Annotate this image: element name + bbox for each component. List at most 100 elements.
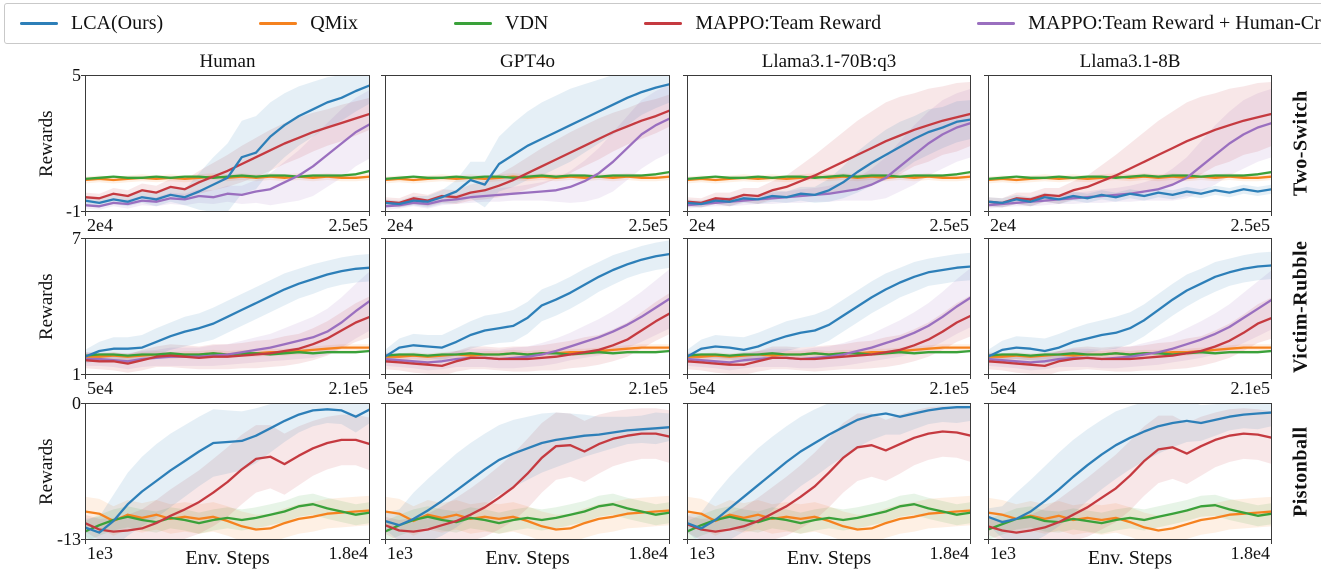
- band-mappo-team-reward-human-craft-ind: [385, 268, 670, 371]
- line-mappo-team-reward-human-craft-ind: [988, 298, 1272, 364]
- line-lca-ours: [85, 266, 370, 358]
- y-tick-max: 7: [72, 228, 81, 248]
- x-tick-right: 1.8e4: [328, 543, 369, 563]
- band-mappo-team-reward-human-craft-ind: [85, 89, 370, 210]
- legend-item-vdn: VDN: [454, 12, 548, 35]
- line-mappo-team-reward: [687, 314, 971, 366]
- band-mappo-team-reward: [988, 81, 1272, 208]
- line-vdn: [385, 349, 670, 357]
- plot-victim-rubble-human: [81, 238, 370, 379]
- x-tick-right: 2.5e5: [1230, 215, 1271, 235]
- plot-pistonball-gpt4o: [381, 403, 670, 544]
- line-vdn: [988, 349, 1272, 357]
- x-tick-right: 2.1e5: [628, 378, 669, 398]
- line-vdn: [385, 170, 670, 181]
- line-vdn: [687, 349, 971, 357]
- y-tick-max: 0: [72, 393, 81, 413]
- row-label-two-switch: Two-Switch: [1289, 90, 1312, 197]
- line-mappo-team-reward: [988, 432, 1272, 534]
- line-mappo-team-reward: [85, 315, 370, 365]
- legend-label: VDN: [505, 12, 549, 34]
- band-lca-ours: [85, 254, 370, 364]
- row-label-pistonball: Pistonball: [1289, 426, 1312, 517]
- line-lca-ours: [85, 408, 370, 534]
- band-mappo-team-reward: [85, 414, 370, 540]
- legend-line-swatch-mappo-team-reward-human-craft-ind: [977, 22, 1016, 25]
- line-mappo-team-reward: [988, 112, 1272, 205]
- column-title-gpt4o: GPT4o: [500, 51, 555, 72]
- line-lca-ours: [385, 252, 670, 358]
- line-lca-ours: [687, 118, 971, 206]
- line-vdn: [687, 170, 971, 181]
- x-tick-left: 1e3: [87, 543, 113, 563]
- legend-line-swatch-mappo-team-reward: [644, 22, 683, 25]
- x-tick-left: 2e4: [990, 215, 1016, 235]
- band-lca-ours: [988, 403, 1272, 540]
- x-tick-left: 2e4: [387, 215, 413, 235]
- line-qmix: [85, 509, 370, 531]
- x-axis-label: Env. Steps: [786, 547, 872, 569]
- line-mappo-team-reward: [85, 438, 370, 533]
- band-qmix: [988, 344, 1272, 361]
- band-mappo-team-reward-human-craft-ind: [988, 88, 1272, 209]
- column-title-human: Human: [199, 51, 256, 72]
- x-tick-right: 2.5e5: [929, 215, 970, 235]
- line-lca-ours: [988, 264, 1272, 358]
- band-qmix: [385, 344, 670, 361]
- x-tick-left: 1e3: [387, 543, 413, 563]
- x-axis-label: Env. Steps: [485, 547, 570, 569]
- line-mappo-team-reward: [687, 430, 971, 533]
- band-mappo-team-reward-human-craft-ind: [385, 84, 670, 210]
- line-lca-ours: [687, 265, 971, 358]
- line-vdn: [385, 503, 670, 533]
- band-lca-ours: [85, 403, 370, 540]
- line-mappo-team-reward: [385, 312, 670, 368]
- line-mappo-team-reward: [385, 432, 670, 533]
- plot-pistonball-human: [81, 403, 370, 544]
- x-tick-left: 2e4: [689, 215, 715, 235]
- legend-label: QMix: [310, 12, 359, 34]
- legend-line-swatch-lca-ours: [20, 22, 58, 25]
- band-mappo-team-reward-human-craft-ind: [687, 88, 971, 209]
- band-mappo-team-reward: [687, 81, 971, 208]
- y-axis-label: Rewards: [36, 273, 57, 340]
- line-qmix: [687, 509, 971, 531]
- x-tick-right: 2.1e5: [328, 378, 369, 398]
- column-title-llama3-1-8b: Llama3.1-8B: [1079, 51, 1181, 72]
- legend-item-mappo-team-reward: MAPPO:Team Reward: [644, 12, 881, 35]
- y-tick-min: 1: [72, 364, 81, 384]
- x-tick-right: 2.1e5: [929, 378, 970, 398]
- x-tick-right: 2.1e5: [1230, 378, 1271, 398]
- legend-item-lca-ours: LCA(Ours): [20, 12, 163, 35]
- band-lca-ours: [385, 75, 670, 208]
- plot-two-switch-llama3-1-8b: [984, 75, 1272, 216]
- legend-item-qmix: QMix: [259, 12, 358, 35]
- column-title-llama3-1-70b-q3: Llama3.1-70B:q3: [761, 51, 897, 72]
- line-lca-ours: [385, 426, 670, 527]
- y-axis-label: Rewards: [36, 438, 57, 505]
- line-qmix: [385, 509, 670, 531]
- line-vdn: [687, 503, 971, 533]
- row-label-victim-rubble: Victim-Rubble: [1289, 240, 1312, 373]
- band-lca-ours: [687, 403, 971, 540]
- line-mappo-team-reward: [988, 316, 1272, 368]
- line-lca-ours: [988, 188, 1272, 205]
- line-vdn: [988, 504, 1272, 531]
- band-lca-ours: [988, 184, 1272, 208]
- band-lca-ours: [85, 75, 370, 212]
- plot-pistonball-llama3-1-70b-q3: [683, 403, 971, 544]
- plot-two-switch-gpt4o: [381, 75, 670, 216]
- band-mappo-team-reward: [85, 97, 370, 203]
- x-tick-left: 1e3: [990, 543, 1016, 563]
- legend: LCA(Ours) QMix VDN MAPPO:Team Reward MAPPO:T…: [4, 3, 1321, 44]
- line-vdn: [85, 503, 370, 533]
- x-tick-left: 5e4: [990, 378, 1016, 398]
- y-tick-min: -1: [66, 201, 81, 221]
- band-lca-ours: [385, 240, 670, 364]
- band-lca-ours: [687, 252, 971, 364]
- line-mappo-team-reward-human-craft-ind: [85, 299, 370, 363]
- x-tick-left: 2e4: [87, 215, 113, 235]
- y-tick-max: 5: [72, 65, 81, 85]
- y-tick-min: -13: [57, 529, 81, 549]
